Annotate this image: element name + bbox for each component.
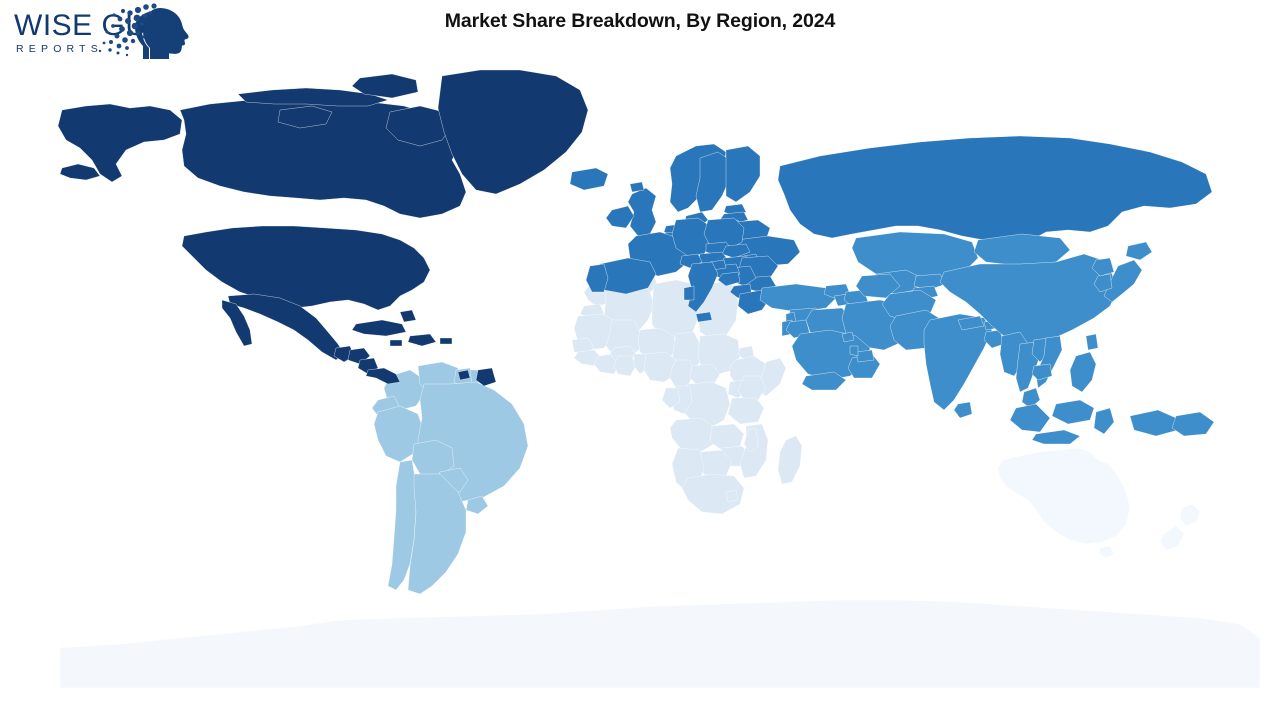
region-oceania — [998, 448, 1200, 558]
country-new-zealand-south — [1160, 526, 1184, 550]
country-argentina — [408, 474, 466, 594]
country-turkey — [760, 284, 836, 312]
region-asia-pacific — [760, 232, 1214, 444]
country-taiwan — [1086, 334, 1098, 350]
country-hispaniola — [408, 334, 436, 346]
country-australia — [998, 448, 1130, 544]
country-jamaica — [390, 340, 402, 346]
country-south-korea — [1094, 274, 1112, 292]
region-antarctica — [60, 600, 1260, 688]
region-europe — [570, 136, 1212, 322]
country-new-zealand-north — [1180, 504, 1200, 526]
country-antarctica — [60, 600, 1260, 688]
country-alaska — [58, 104, 182, 182]
country-sri-lanka — [954, 402, 972, 418]
country-italy — [688, 262, 718, 312]
country-malaysia-peninsula — [1022, 388, 1040, 408]
logo-svg: WISE GUY REPORTS — [14, 3, 189, 59]
country-scotland-isles — [630, 182, 644, 192]
country-bosnia — [718, 272, 740, 286]
country-turkmenistan — [856, 274, 900, 298]
country-indonesia-sulawesi — [1094, 408, 1114, 434]
country-peru — [374, 406, 424, 462]
country-lesotho — [726, 490, 738, 502]
country-mongolia — [974, 234, 1070, 266]
country-indonesia-sumatra — [1010, 404, 1050, 432]
country-china — [940, 254, 1118, 344]
country-kuwait — [842, 332, 854, 342]
region-africa — [572, 276, 802, 514]
country-finland — [726, 146, 760, 202]
page-title: Market Share Breakdown, By Region, 2024 — [444, 10, 836, 32]
country-portugal — [586, 264, 608, 292]
country-russia — [778, 136, 1212, 244]
country-south-africa — [682, 474, 744, 514]
country-kenya — [738, 376, 766, 400]
region-north-america — [58, 70, 588, 386]
country-tanzania — [728, 398, 764, 424]
country-japan-hokkaido — [1126, 242, 1152, 260]
country-cambodia — [1032, 364, 1052, 380]
country-uruguay — [466, 496, 488, 514]
country-baja-california — [222, 300, 252, 346]
country-tasmania — [1099, 546, 1114, 558]
logo-dot-cloud — [98, 3, 157, 57]
country-sardinia — [684, 286, 694, 300]
country-united-states — [182, 226, 430, 310]
logo-wordmark-secondary: REPORTS — [16, 43, 103, 55]
country-french-guiana — [476, 368, 496, 386]
country-baffin-island — [386, 106, 452, 146]
chart-header: WISE GUY REPORTS — [0, 0, 1280, 60]
country-malaysia-borneo — [1052, 400, 1094, 424]
country-alaska-aleutians — [60, 164, 100, 180]
head-profile-icon — [135, 8, 189, 59]
country-gabon — [662, 388, 680, 408]
country-trinidad — [458, 370, 470, 380]
country-ellesmere-island — [352, 74, 418, 98]
country-costa-rica-panama — [366, 368, 400, 384]
wise-guy-reports-logo: WISE GUY REPORTS — [10, 2, 195, 60]
country-puerto-rico — [440, 338, 452, 344]
country-bahamas — [400, 310, 416, 322]
world-choropleth-map — [0, 48, 1280, 720]
country-papua-new-guinea — [1172, 412, 1214, 436]
country-kyrgyzstan — [914, 274, 946, 290]
country-canada-arctic-islands — [238, 88, 388, 106]
country-greenland — [438, 70, 588, 194]
country-malawi — [744, 428, 758, 452]
country-sweden — [696, 152, 730, 212]
country-north-korea — [1092, 258, 1114, 276]
country-madagascar — [778, 436, 802, 484]
country-angola — [670, 418, 714, 452]
world-map-container — [0, 48, 1280, 720]
country-ghana — [614, 356, 636, 376]
country-united-kingdom — [628, 188, 656, 236]
country-india — [924, 314, 992, 410]
country-indonesia-papua — [1130, 410, 1178, 436]
country-ireland — [606, 206, 634, 228]
country-iceland — [570, 168, 608, 190]
country-sicily — [696, 312, 712, 322]
country-zambia — [710, 424, 744, 450]
country-philippines — [1070, 352, 1096, 392]
country-cuba — [352, 320, 406, 336]
country-qatar — [850, 346, 858, 356]
country-victoria-island — [278, 106, 332, 128]
country-nepal — [958, 316, 984, 330]
country-indonesia-java — [1032, 430, 1080, 444]
region-south-america — [372, 362, 528, 594]
country-yemen — [802, 372, 846, 390]
country-uae — [856, 350, 874, 362]
country-mexico — [228, 294, 344, 360]
